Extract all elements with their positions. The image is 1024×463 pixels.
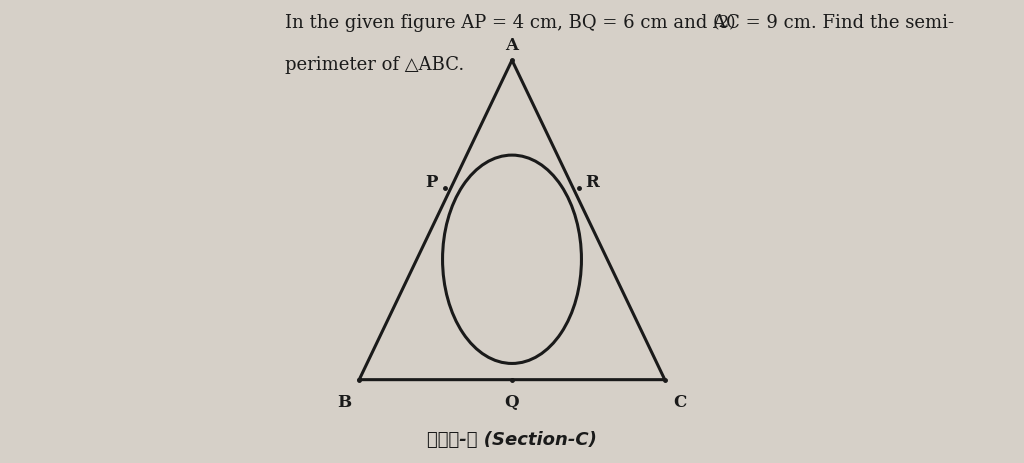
Text: P: P [426,175,438,191]
Text: A: A [506,37,518,54]
Text: C: C [673,394,686,411]
Text: B: B [337,394,351,411]
Text: खंड-स (Section-C): खंड-स (Section-C) [427,431,597,449]
Text: perimeter of △ABC.: perimeter of △ABC. [285,56,464,74]
Text: In the given figure AP = 4 cm, BQ = 6 cm and AC = 9 cm. Find the semi-: In the given figure AP = 4 cm, BQ = 6 cm… [285,14,954,32]
Text: (2): (2) [713,14,736,31]
Text: Q: Q [505,394,519,411]
Text: R: R [586,175,599,191]
